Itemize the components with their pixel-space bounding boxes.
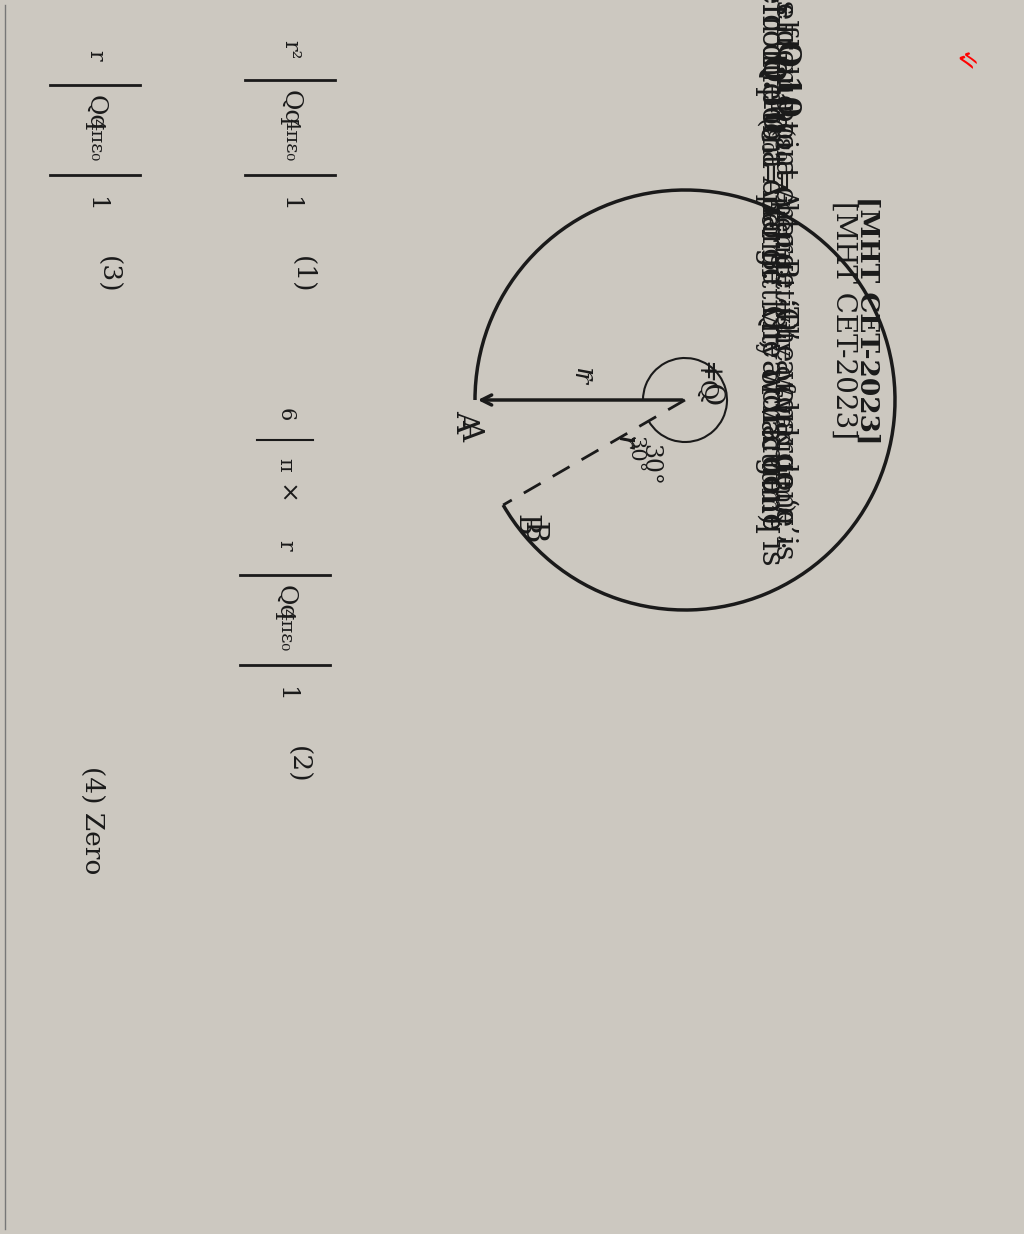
Text: (ε₀ = permittivity of vacuum): (ε₀ = permittivity of vacuum) bbox=[770, 126, 795, 513]
Text: 4πε₀: 4πε₀ bbox=[276, 608, 294, 652]
Text: ✓: ✓ bbox=[955, 51, 975, 69]
Text: [MHT CET-2023]: [MHT CET-2023] bbox=[830, 201, 857, 439]
Text: 1: 1 bbox=[273, 687, 297, 703]
Text: 6: 6 bbox=[275, 408, 295, 422]
Text: Q.10: Q.10 bbox=[755, 56, 786, 135]
Text: 4πε₀: 4πε₀ bbox=[86, 118, 104, 162]
Text: Qq: Qq bbox=[279, 90, 301, 126]
Text: B: B bbox=[517, 521, 549, 544]
Text: A: A bbox=[450, 410, 480, 432]
Text: Qq: Qq bbox=[273, 585, 297, 621]
Text: 30°: 30° bbox=[626, 437, 644, 474]
Text: A: A bbox=[456, 420, 484, 441]
Text: r: r bbox=[274, 539, 296, 550]
Text: π: π bbox=[275, 458, 295, 471]
Text: (ε₀ = permittivity of vacuum): (ε₀ = permittivity of vacuum) bbox=[755, 116, 782, 524]
Text: In the electric field due to a charge ‘Q’, a charge ‘q’: In the electric field due to a charge ‘Q… bbox=[770, 0, 799, 534]
Text: +Q: +Q bbox=[695, 362, 722, 408]
Text: r²: r² bbox=[279, 41, 301, 59]
Text: ×: × bbox=[273, 485, 297, 506]
Text: In the electric field due to a charge ‘Q’, a charge ‘q’: In the electric field due to a charge ‘Q… bbox=[755, 0, 786, 543]
Text: Qq: Qq bbox=[84, 95, 106, 131]
Text: moves from point A to B.  The work done is: moves from point A to B. The work done i… bbox=[755, 0, 786, 565]
Text: r: r bbox=[569, 366, 596, 380]
Text: r: r bbox=[612, 437, 635, 448]
Text: 30°: 30° bbox=[639, 444, 662, 486]
Text: [MHT CET-2023]: [MHT CET-2023] bbox=[855, 196, 880, 444]
Text: (2): (2) bbox=[285, 747, 310, 784]
Text: (4) Zero: (4) Zero bbox=[80, 766, 105, 874]
Text: (1): (1) bbox=[290, 257, 315, 294]
Text: B: B bbox=[511, 515, 539, 536]
Text: 1: 1 bbox=[279, 197, 301, 213]
Text: ✓: ✓ bbox=[948, 54, 972, 75]
Text: r: r bbox=[568, 371, 592, 384]
Text: (3): (3) bbox=[95, 257, 120, 294]
Text: Q.10: Q.10 bbox=[770, 41, 801, 118]
Text: moves from point A to B.  The work done is: moves from point A to B. The work done i… bbox=[770, 0, 798, 559]
Text: 1: 1 bbox=[84, 197, 106, 213]
Text: +Q: +Q bbox=[693, 362, 716, 402]
Text: r: r bbox=[611, 434, 638, 448]
Text: r: r bbox=[84, 49, 106, 60]
Text: 4πε₀: 4πε₀ bbox=[281, 118, 299, 162]
